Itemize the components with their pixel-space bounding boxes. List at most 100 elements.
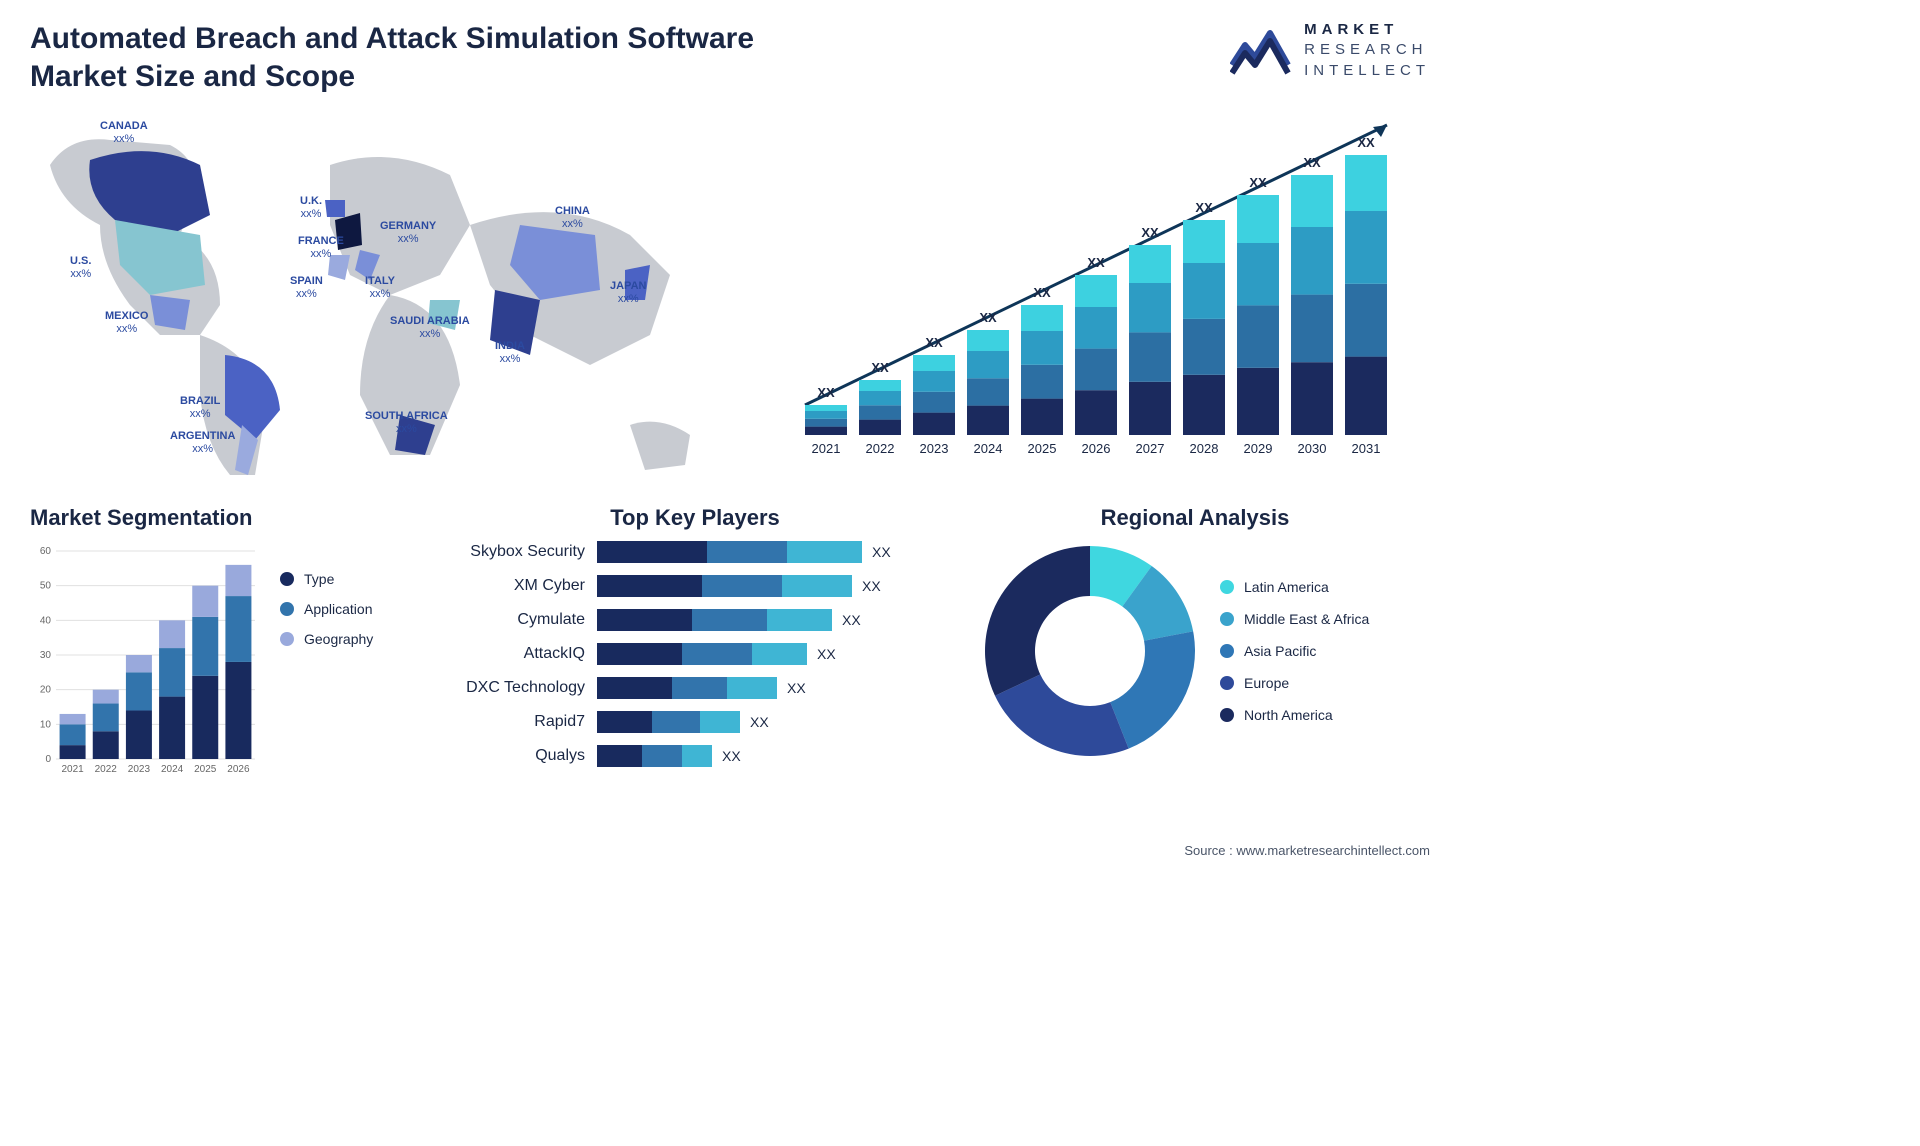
svg-text:0: 0 [45,754,51,765]
regional-title: Regional Analysis [980,505,1410,531]
svg-text:2028: 2028 [1190,441,1219,456]
player-value: XX [750,714,769,730]
svg-text:2022: 2022 [95,764,118,775]
market-size-svg: XX2021XX2022XX2023XX2024XX2025XX2026XX20… [780,105,1420,475]
player-value: XX [817,646,836,662]
player-value: XX [862,578,881,594]
map-label: ITALYxx% [365,275,395,300]
player-label: XM Cyber [514,575,585,597]
source-text: Source : www.marketresearchintellect.com [1184,843,1430,858]
regional-donut [980,541,1200,761]
player-value: XX [722,748,741,764]
top-row: CANADAxx%U.S.xx%MEXICOxx%BRAZILxx%ARGENT… [30,105,1430,485]
svg-text:2022: 2022 [866,441,895,456]
players-section: Top Key Players Skybox Security XM Cyber C… [435,505,955,781]
player-label: AttackIQ [524,643,585,665]
svg-text:2029: 2029 [1244,441,1273,456]
map-label: JAPANxx% [610,280,646,305]
player-value: XX [842,612,861,628]
svg-text:XX: XX [1303,155,1321,170]
header: Automated Breach and Attack Simulation S… [30,20,1430,95]
player-bar-row: XX [597,575,955,597]
map-label: SOUTH AFRICAxx% [365,410,448,435]
map-label: BRAZILxx% [180,395,220,420]
svg-text:2023: 2023 [128,764,151,775]
svg-text:2026: 2026 [227,764,250,775]
legend-item: Latin America [1220,579,1369,595]
players-labels: Skybox Security XM Cyber Cymulate AttackIQ D… [435,541,585,767]
svg-text:2031: 2031 [1352,441,1381,456]
map-label: CANADAxx% [100,120,148,145]
legend-item: Europe [1220,675,1369,691]
player-bar-row: XX [597,609,955,631]
svg-text:2030: 2030 [1298,441,1327,456]
svg-text:2021: 2021 [812,441,841,456]
bottom-row: Market Segmentation 0 10 20 30 40 50 60 2021 202… [30,505,1430,781]
svg-text:2024: 2024 [974,441,1003,456]
svg-text:XX: XX [1249,175,1267,190]
legend-item: Middle East & Africa [1220,611,1369,627]
brand-logo: MARKET RESEARCH INTELLECT [1230,20,1430,81]
map-label: FRANCExx% [298,235,344,260]
page-title: Automated Breach and Attack Simulation S… [30,20,850,95]
svg-text:XX: XX [1141,225,1159,240]
legend-item: Asia Pacific [1220,643,1369,659]
world-map: CANADAxx%U.S.xx%MEXICOxx%BRAZILxx%ARGENT… [30,105,750,485]
market-size-chart: XX2021XX2022XX2023XX2024XX2025XX2026XX20… [780,105,1430,485]
map-label: U.S.xx% [70,255,91,280]
map-label: INDIAxx% [495,340,525,365]
legend-item: Geography [280,631,373,647]
player-label: Skybox Security [470,541,585,563]
svg-text:XX: XX [1033,285,1051,300]
player-value: XX [787,680,806,696]
regional-legend: Latin America Middle East & Africa Asia Pa… [1220,579,1369,723]
map-label: SPAINxx% [290,275,323,300]
svg-text:XX: XX [925,335,943,350]
logo-icon [1230,25,1292,75]
player-label: Qualys [535,745,585,767]
regional-section: Regional Analysis Latin America Middle Ea… [980,505,1410,781]
legend-item: Type [280,571,373,587]
players-title: Top Key Players [435,505,955,531]
map-label: GERMANYxx% [380,220,436,245]
svg-text:XX: XX [817,385,835,400]
segmentation-section: Market Segmentation 0 10 20 30 40 50 60 2021 202… [30,505,410,781]
player-label: Rapid7 [534,711,585,733]
svg-text:2025: 2025 [1028,441,1057,456]
svg-text:XX: XX [1087,255,1105,270]
player-label: DXC Technology [466,677,585,699]
svg-text:50: 50 [40,581,52,592]
svg-text:XX: XX [979,310,997,325]
players-bars: XX XX XX XX XX XX XX [597,541,955,767]
svg-text:2024: 2024 [161,764,184,775]
segmentation-chart: 0 10 20 30 40 50 60 2021 2022 2023 2024 2025 2026 [30,541,260,781]
svg-text:10: 10 [40,719,52,730]
segmentation-title: Market Segmentation [30,505,410,531]
svg-text:XX: XX [1195,200,1213,215]
svg-text:2023: 2023 [920,441,949,456]
player-bar-row: XX [597,711,955,733]
map-label: CHINAxx% [555,205,590,230]
player-bar-row: XX [597,643,955,665]
svg-text:40: 40 [40,615,52,626]
svg-text:2027: 2027 [1136,441,1165,456]
logo-text: MARKET RESEARCH INTELLECT [1304,20,1430,81]
player-bar-row: XX [597,745,955,767]
map-label: SAUDI ARABIAxx% [390,315,470,340]
svg-text:2021: 2021 [61,764,84,775]
map-label: ARGENTINAxx% [170,430,235,455]
legend-item: North America [1220,707,1369,723]
player-bar-row: XX [597,541,955,563]
svg-text:XX: XX [871,360,889,375]
svg-text:2025: 2025 [194,764,217,775]
map-label: U.K.xx% [300,195,322,220]
svg-text:30: 30 [40,650,52,661]
legend-item: Application [280,601,373,617]
svg-text:20: 20 [40,685,52,696]
player-bar-row: XX [597,677,955,699]
svg-text:XX: XX [1357,135,1375,150]
player-value: XX [872,544,891,560]
svg-text:60: 60 [40,546,52,557]
player-label: Cymulate [517,609,585,631]
segmentation-legend: Type Application Geography [280,571,373,781]
